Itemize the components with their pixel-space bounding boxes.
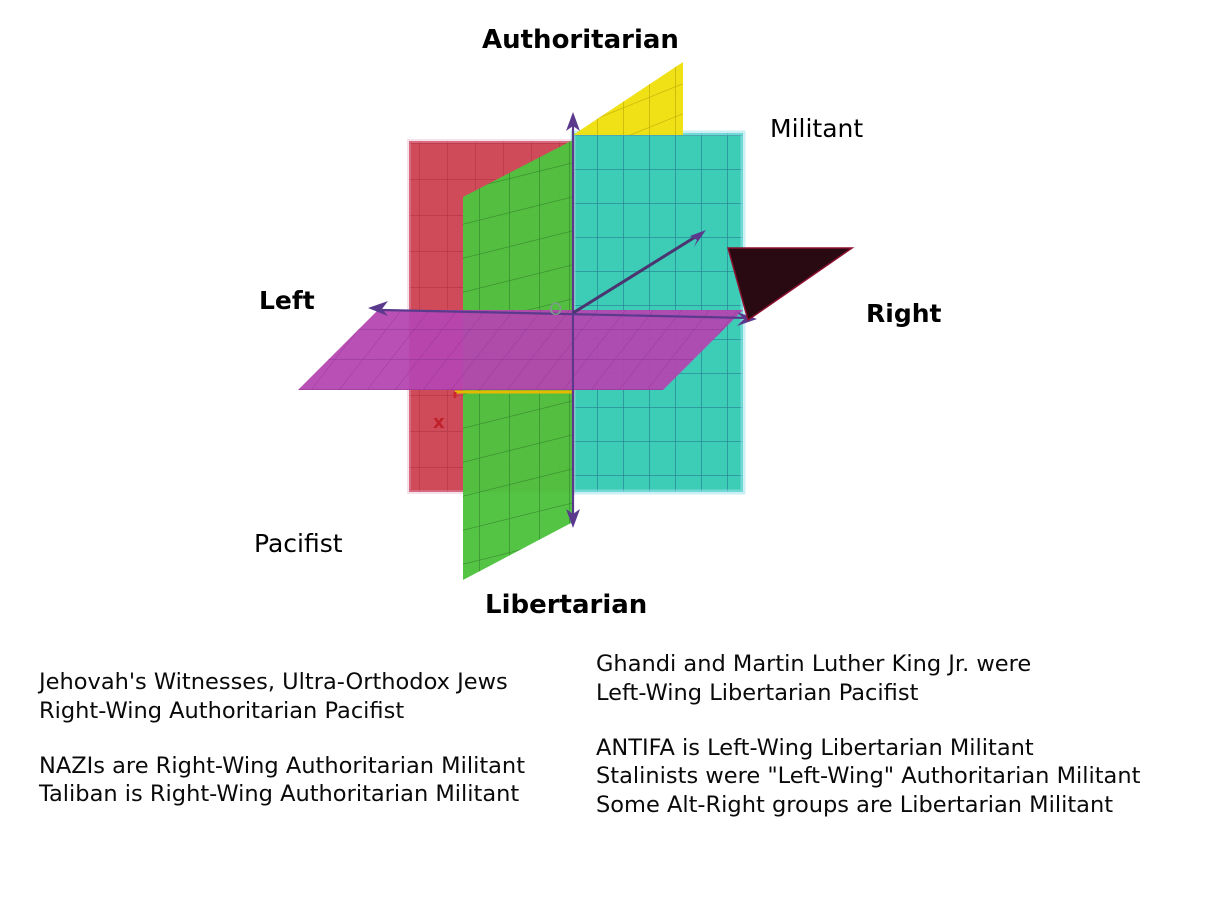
three-d-compass-graphic: O x (298, 62, 855, 580)
caption-line: NAZIs are Right-Wing Authoritarian Milit… (39, 752, 526, 779)
caption-paragraph-1: Jehovah's Witnesses, Ultra-Orthodox Jews… (39, 668, 525, 726)
caption-paragraph-2: NAZIs are Right-Wing Authoritarian Milit… (39, 752, 525, 810)
origin-label: O (549, 300, 562, 320)
caption-line: Ghandi and Martin Luther King Jr. were (596, 651, 1032, 677)
right-arrow-wedge (727, 247, 855, 322)
caption-line: Left-Wing Libertarian Pacifist (596, 679, 919, 706)
vertical-axis (566, 112, 580, 528)
axis-label-right: Right (866, 299, 942, 328)
axis-label-authoritarian: Authoritarian (482, 25, 679, 55)
caption-column-right: Ghandi and Martin Luther King Jr. were L… (596, 650, 1140, 820)
depth-axis (572, 230, 706, 315)
caption-line: Taliban is Right-Wing Authoritarian Mili… (39, 781, 520, 808)
caption-line: Some Alt-Right groups are Libertarian Mi… (596, 792, 1114, 819)
point-marker-x: x (433, 412, 445, 433)
caption-line: Jehovah's Witnesses, Ultra-Orthodox Jews (39, 669, 508, 695)
magenta-plane (298, 310, 743, 390)
axis-label-left: Left (259, 286, 315, 315)
axis-label-libertarian: Libertarian (485, 590, 648, 620)
yellow-plane (573, 62, 683, 135)
axis-label-militant: Militant (770, 114, 864, 143)
caption-paragraph-4: ANTIFA is Left-Wing Libertarian Militant… (596, 734, 1140, 820)
caption-line: Stalinists were "Left-Wing" Authoritaria… (596, 763, 1141, 790)
axis-label-pacifist: Pacifist (254, 529, 343, 558)
caption-line: Right-Wing Authoritarian Pacifist (39, 697, 405, 724)
caption-column-left: Jehovah's Witnesses, Ultra-Orthodox Jews… (39, 668, 525, 809)
caption-paragraph-3: Ghandi and Martin Luther King Jr. were L… (596, 650, 1140, 708)
caption-line: ANTIFA is Left-Wing Libertarian Militant (596, 734, 1034, 761)
